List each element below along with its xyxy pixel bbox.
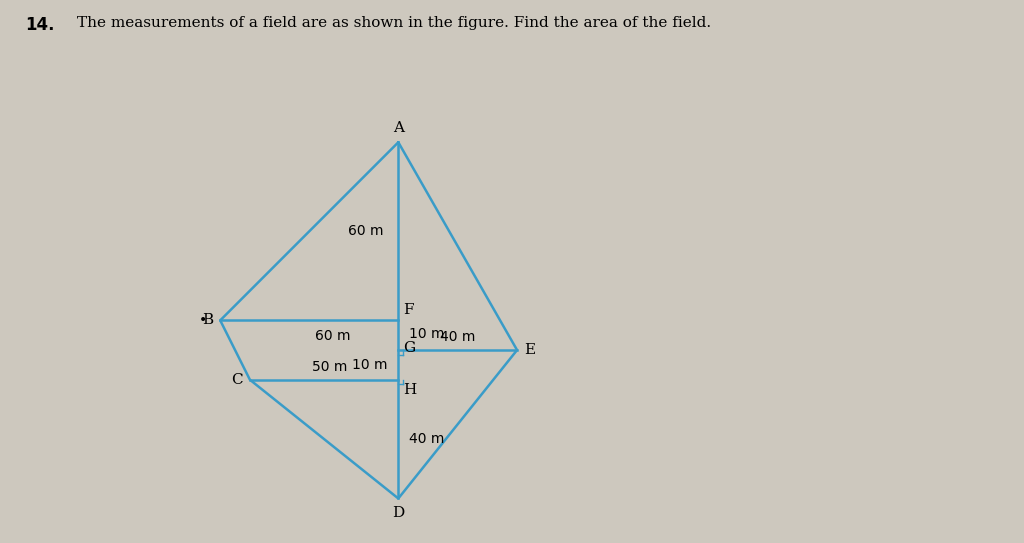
Text: 10 m: 10 m — [409, 327, 444, 340]
Text: C: C — [230, 372, 243, 387]
Text: E: E — [524, 343, 536, 357]
Text: D: D — [392, 506, 404, 520]
Text: F: F — [402, 302, 414, 317]
Text: 14.: 14. — [26, 16, 55, 34]
Text: 60 m: 60 m — [315, 329, 351, 343]
Text: H: H — [402, 383, 416, 397]
Text: 60 m: 60 m — [348, 224, 383, 238]
Text: G: G — [402, 341, 415, 355]
Text: 40 m: 40 m — [409, 432, 444, 446]
Text: 10 m: 10 m — [352, 358, 388, 372]
Text: 50 m: 50 m — [312, 360, 348, 374]
Text: •: • — [199, 313, 207, 327]
Text: A: A — [393, 121, 403, 135]
Text: B: B — [202, 313, 213, 327]
Text: The measurements of a field are as shown in the figure. Find the area of the fie: The measurements of a field are as shown… — [77, 16, 711, 30]
Text: 40 m: 40 m — [440, 330, 475, 344]
